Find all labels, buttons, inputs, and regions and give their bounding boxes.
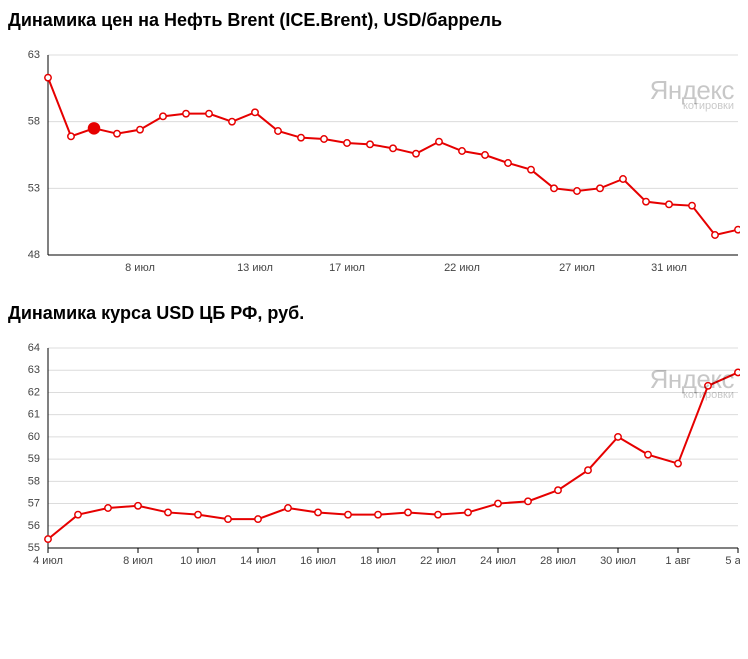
y-tick-label: 60 [28,431,40,443]
y-tick-label: 64 [28,342,40,354]
x-tick-label: 31 июл [651,262,687,274]
x-tick-label: 10 июл [180,555,216,567]
x-tick-label: 8 июл [123,555,153,567]
data-point [675,460,681,466]
chart-wrap: Яндекскотировки485358638 июл13 июл17 июл… [8,45,740,285]
data-point [551,185,557,191]
x-tick-label: 27 июл [559,262,595,274]
x-tick-label: 4 июл [33,555,63,567]
x-tick-label: 13 июл [237,262,273,274]
data-point [183,110,189,116]
data-point [555,487,561,493]
data-point [45,536,51,542]
data-point [597,185,603,191]
x-tick-label: 1 авг [665,555,690,567]
chart-block: Динамика цен на Нефть Brent (ICE.Brent),… [8,10,740,285]
data-point [285,505,291,511]
data-point [255,516,261,522]
data-point [45,74,51,80]
chart-block: Динамика курса USD ЦБ РФ, руб.Яндекскоти… [8,303,740,576]
y-tick-label: 62 [28,386,40,398]
data-point [137,126,143,132]
data-point [643,198,649,204]
data-point [645,451,651,457]
y-tick-label: 57 [28,498,40,510]
chart-wrap: Яндекскотировки555657585960616263644 июл… [8,338,740,576]
data-point [135,503,141,509]
data-point [206,110,212,116]
data-point [105,505,111,511]
data-point [436,138,442,144]
data-point [505,160,511,166]
data-point [344,140,350,146]
chart-svg: 48 53 58 63 8 июл 13 июл 17 июл 22 июл 27 июл 31 … [8,45,740,285]
data-point [620,176,626,182]
data-point [321,136,327,142]
data-point [75,511,81,517]
x-tick-label: 8 июл [125,262,155,274]
data-point [165,509,171,515]
data-point [275,128,281,134]
y-tick-label: 59 [28,453,40,465]
data-point [459,148,465,154]
y-tick-label: 63 [28,364,40,376]
data-point [482,152,488,158]
x-tick-label: 28 июл [540,555,576,567]
data-point [390,145,396,151]
x-tick-label: 14 июл [240,555,276,567]
data-point [574,188,580,194]
x-tick-label: 16 июл [300,555,336,567]
data-point [689,202,695,208]
data-point [735,369,740,375]
data-point [405,509,411,515]
data-point [315,509,321,515]
data-point-highlight [89,123,100,134]
y-tick-label: 53 [28,182,40,194]
data-point [252,109,258,115]
y-tick-label: 55 [28,542,40,554]
data-point [68,133,74,139]
chart-title: Динамика цен на Нефть Brent (ICE.Brent),… [8,10,740,31]
data-point [345,511,351,517]
x-tick-label: 17 июл [329,262,365,274]
data-point [435,511,441,517]
data-point [298,134,304,140]
chart-title: Динамика курса USD ЦБ РФ, руб. [8,303,740,324]
data-point [735,226,740,232]
y-tick-label: 58 [28,475,40,487]
data-point [160,113,166,119]
x-tick-label: 30 июл [600,555,636,567]
y-tick-label: 63 [28,49,40,61]
x-tick-label: 22 июл [420,555,456,567]
data-point [705,383,711,389]
x-tick-label: 24 июл [480,555,516,567]
y-tick-label: 58 [28,116,40,128]
data-point [375,511,381,517]
data-point [615,434,621,440]
data-point [114,130,120,136]
data-point [525,498,531,504]
data-point [585,467,591,473]
x-tick-label: 18 июл [360,555,396,567]
y-tick-label: 61 [28,409,40,421]
x-tick-label: 22 июл [444,262,480,274]
data-point [413,150,419,156]
data-point [229,118,235,124]
data-point [712,232,718,238]
y-tick-label: 48 [28,249,40,261]
y-tick-label: 56 [28,520,40,532]
chart-svg: 55 56 57 58 59 60 61 62 63 64 4 июл 8 июл 10 июл 14 и… [8,338,740,576]
data-point [528,166,534,172]
data-point [195,511,201,517]
x-tick-label: 5 авг [725,555,740,567]
data-point [465,509,471,515]
data-point [367,141,373,147]
data-point [666,201,672,207]
data-point [495,500,501,506]
data-point [225,516,231,522]
